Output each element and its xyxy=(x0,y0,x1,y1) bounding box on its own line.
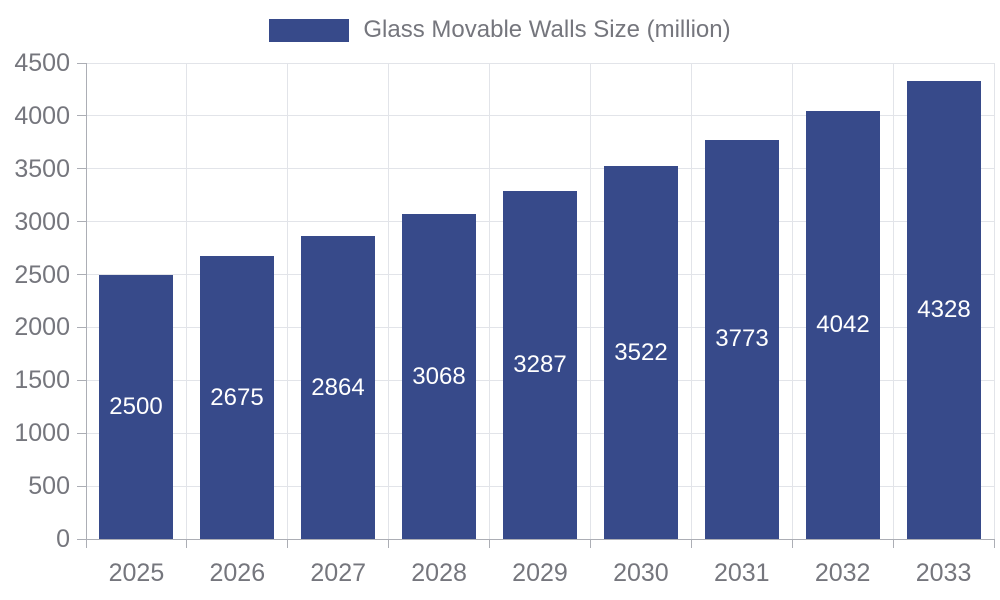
gridline-horizontal xyxy=(86,115,994,117)
bar-2033: 4328 xyxy=(907,81,981,539)
bar-value-label: 3068 xyxy=(412,362,466,390)
gridline-vertical xyxy=(287,63,289,539)
y-axis-tick-mark xyxy=(77,221,86,223)
x-axis-tick-label: 2031 xyxy=(713,559,770,587)
x-axis-tick-label: 2032 xyxy=(814,559,871,587)
x-axis-line xyxy=(85,538,995,540)
x-axis-tick-label: 2033 xyxy=(915,559,972,587)
y-axis-tick-label: 0 xyxy=(56,525,70,553)
x-axis-tick-mark xyxy=(791,539,793,548)
y-axis-tick-label: 500 xyxy=(28,472,70,501)
x-axis-tick-mark xyxy=(690,539,692,548)
y-axis-tick-label: 1500 xyxy=(14,366,70,395)
y-axis-tick-mark xyxy=(77,379,86,381)
bar-2032: 4042 xyxy=(806,111,880,539)
y-axis-tick-mark xyxy=(77,274,86,276)
x-axis-tick-mark xyxy=(892,539,894,548)
y-axis-tick-mark xyxy=(77,538,86,540)
chart-legend: Glass Movable Walls Size (million) xyxy=(0,16,1000,44)
legend-swatch xyxy=(269,18,350,42)
gridline-vertical xyxy=(489,63,491,539)
bar-2030: 3522 xyxy=(604,166,678,539)
x-axis-tick-label: 2027 xyxy=(310,559,367,587)
bar-value-label: 4328 xyxy=(917,296,971,324)
y-axis-tick-label: 2000 xyxy=(14,313,70,342)
x-axis-tick-mark xyxy=(589,539,591,548)
y-axis-tick-label: 2500 xyxy=(14,260,70,289)
gridline-horizontal xyxy=(86,62,994,64)
bar-value-label: 3522 xyxy=(614,338,668,366)
bar-value-label: 2864 xyxy=(311,373,365,401)
x-axis-tick-mark xyxy=(85,539,87,548)
y-axis-tick-mark xyxy=(77,115,86,117)
bar-2025: 2500 xyxy=(99,274,173,539)
y-axis-tick-label: 3000 xyxy=(14,207,70,236)
bar-value-label: 3287 xyxy=(513,351,567,379)
x-axis-tick-mark xyxy=(287,539,289,548)
bar-value-label: 2675 xyxy=(210,383,264,411)
x-axis-tick-mark xyxy=(388,539,390,548)
bar-2029: 3287 xyxy=(503,191,577,539)
y-axis-tick-label: 4500 xyxy=(14,49,70,77)
x-axis-tick-mark xyxy=(186,539,188,548)
y-axis-tick-label: 1000 xyxy=(14,419,70,448)
y-axis-tick-label: 3500 xyxy=(14,154,70,183)
gridline-vertical xyxy=(892,63,894,539)
x-axis-tick-label: 2026 xyxy=(209,559,266,587)
gridline-vertical xyxy=(791,63,793,539)
x-axis-tick-label: 2028 xyxy=(411,559,467,587)
bar-2028: 3068 xyxy=(402,214,476,539)
x-axis-tick-mark xyxy=(993,539,995,548)
y-axis-tick-mark xyxy=(77,168,86,170)
bar-2026: 2675 xyxy=(200,256,274,539)
y-axis-line xyxy=(85,63,87,539)
x-axis-tick-mark xyxy=(489,539,491,548)
bar-2031: 3773 xyxy=(705,139,779,539)
x-axis-tick-label: 2030 xyxy=(613,559,669,587)
y-axis-tick-mark xyxy=(77,326,86,328)
legend-item-glass-movable-walls[interactable]: Glass Movable Walls Size (million) xyxy=(269,16,731,44)
x-axis-tick-label: 2025 xyxy=(108,559,165,587)
gridline-horizontal xyxy=(86,168,994,170)
y-axis-tick-label: 4000 xyxy=(14,101,70,130)
y-axis-tick-mark xyxy=(77,62,86,64)
y-axis-tick-mark xyxy=(77,432,86,434)
gridline-vertical xyxy=(388,63,390,539)
gridline-vertical xyxy=(589,63,591,539)
legend-label: Glass Movable Walls Size (million) xyxy=(363,16,731,43)
bar-value-label: 4042 xyxy=(816,311,870,339)
bar-value-label: 2500 xyxy=(109,392,163,420)
gridline-vertical xyxy=(186,63,188,539)
y-axis-tick-mark xyxy=(77,485,86,487)
gridline-vertical xyxy=(690,63,692,539)
x-axis-tick-label: 2029 xyxy=(512,559,568,587)
gridline-vertical xyxy=(993,63,995,539)
bar-2027: 2864 xyxy=(301,236,375,539)
bar-value-label: 3773 xyxy=(715,325,769,353)
